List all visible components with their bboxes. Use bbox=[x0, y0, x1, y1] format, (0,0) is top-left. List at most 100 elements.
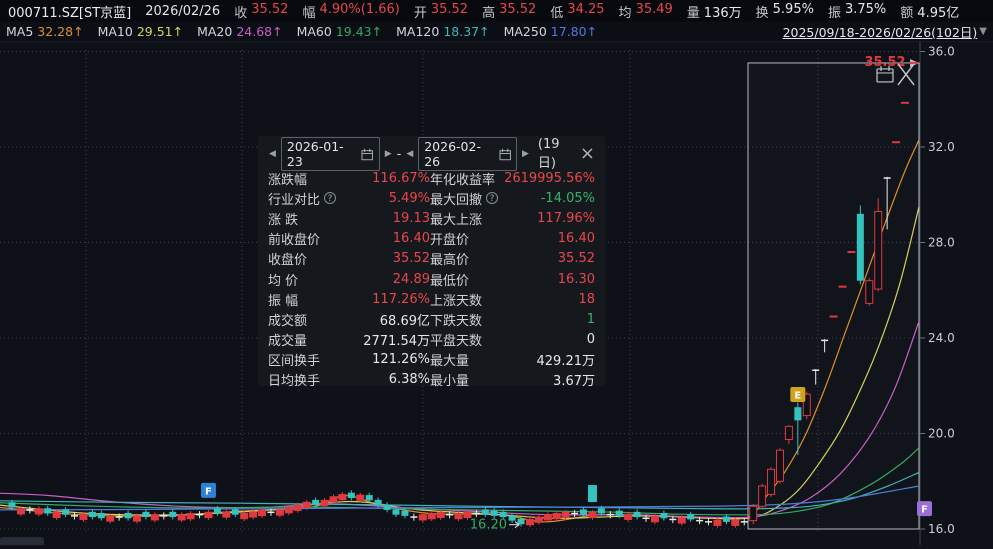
event-badge-label: E bbox=[794, 390, 801, 401]
stat-value: 18 bbox=[578, 291, 595, 307]
quote-field-换: 换 5.95% bbox=[755, 1, 814, 21]
stat-label: 年化收益率 bbox=[430, 172, 496, 188]
selection-close-icon[interactable] bbox=[897, 63, 915, 86]
start-date-prev-arrow[interactable]: ◀ bbox=[269, 149, 276, 159]
stat-value: 35.52 bbox=[392, 251, 430, 267]
up-candle bbox=[731, 519, 740, 526]
up-candle bbox=[52, 511, 61, 519]
stat-value: 1 bbox=[586, 311, 595, 327]
low-price-arrow-head bbox=[514, 521, 520, 529]
stat-label: 振 幅 bbox=[268, 293, 299, 309]
selection-box[interactable] bbox=[747, 62, 920, 530]
stat-label: 成交量 bbox=[268, 334, 308, 350]
up-candle bbox=[758, 485, 767, 507]
stat-value: 16.40 bbox=[557, 231, 595, 247]
down-candle bbox=[687, 514, 695, 520]
quote-field-低: 低 34.25 bbox=[550, 1, 605, 21]
stat-value: 116.67% bbox=[372, 170, 430, 186]
kline-chart-area[interactable]: 36.0 32.0 28.0 24.0 20.0 16.0 F E F 16.20 35.52 ◀ … bbox=[0, 42, 993, 547]
stat-label: 均 价 bbox=[268, 273, 299, 289]
stat-value: 35.52 bbox=[557, 251, 595, 267]
calendar-icon bbox=[499, 148, 511, 160]
stat-value: 24.89 bbox=[392, 271, 430, 287]
stat-label: 开盘价 bbox=[430, 233, 470, 249]
stat-label: 最高价 bbox=[430, 253, 470, 269]
up-candle bbox=[204, 511, 213, 519]
stat-value: 2619995.56% bbox=[504, 170, 595, 186]
ma-item-ma20: MA20 24.68↑ bbox=[197, 24, 283, 39]
stat-label: 最小量 bbox=[430, 374, 470, 390]
up-candle bbox=[240, 512, 249, 520]
up-candle bbox=[749, 505, 758, 522]
date-range-selector[interactable]: 2025/09/18-2026/02/26(102日) ▼ bbox=[783, 22, 987, 41]
popup-close-icon[interactable]: × bbox=[579, 143, 595, 164]
down-candle bbox=[169, 511, 177, 518]
down-candle bbox=[722, 516, 730, 522]
stat-label: 行业对比? bbox=[268, 189, 337, 208]
interval-stats-popup: ◀ 2026-01-23 ▶ - ◀ 2026-02-26 bbox=[258, 136, 605, 390]
start-date-value: 2026-01-23 bbox=[286, 139, 344, 169]
popup-stat-row: 收盘价 35.52 最高价 35.52 bbox=[268, 249, 595, 269]
up-candle bbox=[34, 508, 43, 515]
up-candle bbox=[784, 425, 793, 440]
help-icon[interactable]: ? bbox=[324, 192, 337, 205]
up-candle bbox=[677, 517, 686, 524]
up-candle bbox=[133, 515, 142, 522]
ma-values: MA5 32.28↑ MA10 29.51↑ MA20 24.68↑ MA60 19.43↑ M… bbox=[6, 24, 597, 39]
down-candle bbox=[231, 509, 239, 515]
stat-label: 收盘价 bbox=[268, 253, 308, 269]
popup-stat-row: 涨 跌 19.13 最大上涨 117.96% bbox=[268, 208, 595, 228]
stat-label: 最大回撤? bbox=[430, 189, 499, 208]
up-candle bbox=[436, 511, 445, 519]
stat-label: 下跌天数 bbox=[430, 313, 483, 329]
selection-calendar-icon[interactable] bbox=[876, 68, 894, 83]
down-candle bbox=[856, 213, 864, 281]
stat-label: 最低价 bbox=[430, 273, 470, 289]
down-candle bbox=[481, 509, 489, 515]
bottom-tab-hint bbox=[0, 537, 44, 547]
down-candle bbox=[97, 513, 105, 519]
down-candle bbox=[62, 509, 70, 515]
stat-label: 涨跌幅 bbox=[268, 172, 308, 188]
calendar-icon bbox=[361, 148, 374, 160]
stat-value: 117.26% bbox=[372, 291, 430, 307]
popup-stat-row: 前收盘价 16.40 开盘价 16.40 bbox=[268, 229, 595, 249]
up-candle bbox=[186, 512, 195, 520]
down-candle bbox=[8, 502, 16, 508]
up-candle bbox=[454, 512, 463, 520]
chevron-down-icon: ▼ bbox=[979, 26, 987, 37]
end-date-picker[interactable]: 2026-02-26 bbox=[418, 137, 517, 171]
ma-line-ma20 bbox=[0, 321, 920, 519]
popup-stat-row: 涨跌幅 116.67% 年化收益率 2619995.56% bbox=[268, 168, 595, 188]
event-badge-f[interactable] bbox=[200, 482, 216, 498]
start-date-picker[interactable]: 2026-01-23 bbox=[280, 137, 380, 171]
stat-value: 121.26% bbox=[372, 352, 430, 368]
down-candle bbox=[365, 495, 373, 501]
stock-code[interactable]: 000711.SZ[ST京蓝] bbox=[8, 5, 132, 21]
stat-value: -14.05% bbox=[540, 190, 595, 206]
down-candle bbox=[124, 513, 132, 519]
stat-label: 平盘天数 bbox=[430, 334, 483, 350]
help-icon[interactable]: ? bbox=[486, 192, 499, 205]
event-badge-e[interactable] bbox=[790, 386, 806, 402]
up-candle bbox=[525, 518, 534, 526]
up-candle bbox=[275, 509, 284, 516]
down-candle bbox=[213, 508, 221, 514]
ma-line-ma250 bbox=[0, 485, 920, 511]
event-badge-f[interactable] bbox=[917, 501, 932, 517]
stat-value: 2771.54万 bbox=[363, 334, 430, 350]
up-candle bbox=[463, 511, 472, 519]
down-candle bbox=[142, 511, 150, 518]
down-candle bbox=[401, 510, 409, 516]
quote-fields: 收 35.52 幅 4.90%(1.66) 开 35.52 高 35.52 低 34.25 均 35.… bbox=[234, 2, 959, 21]
stat-value: 6.38% bbox=[388, 372, 430, 388]
down-candle bbox=[44, 508, 52, 514]
end-date-prev-arrow[interactable]: ◀ bbox=[406, 149, 414, 159]
popup-stat-row: 行业对比? 5.49% 最大回撤? -14.05% bbox=[268, 188, 595, 208]
ma-item-ma10: MA10 29.51↑ bbox=[97, 24, 184, 39]
up-candle bbox=[302, 501, 311, 509]
start-date-next-arrow[interactable]: ▶ bbox=[384, 149, 392, 159]
popup-stat-row: 成交额 68.69亿 下跌天数 1 bbox=[268, 309, 595, 329]
quote-field-额: 额 4.95亿 bbox=[900, 5, 960, 21]
end-date-next-arrow[interactable]: ▶ bbox=[522, 149, 529, 159]
